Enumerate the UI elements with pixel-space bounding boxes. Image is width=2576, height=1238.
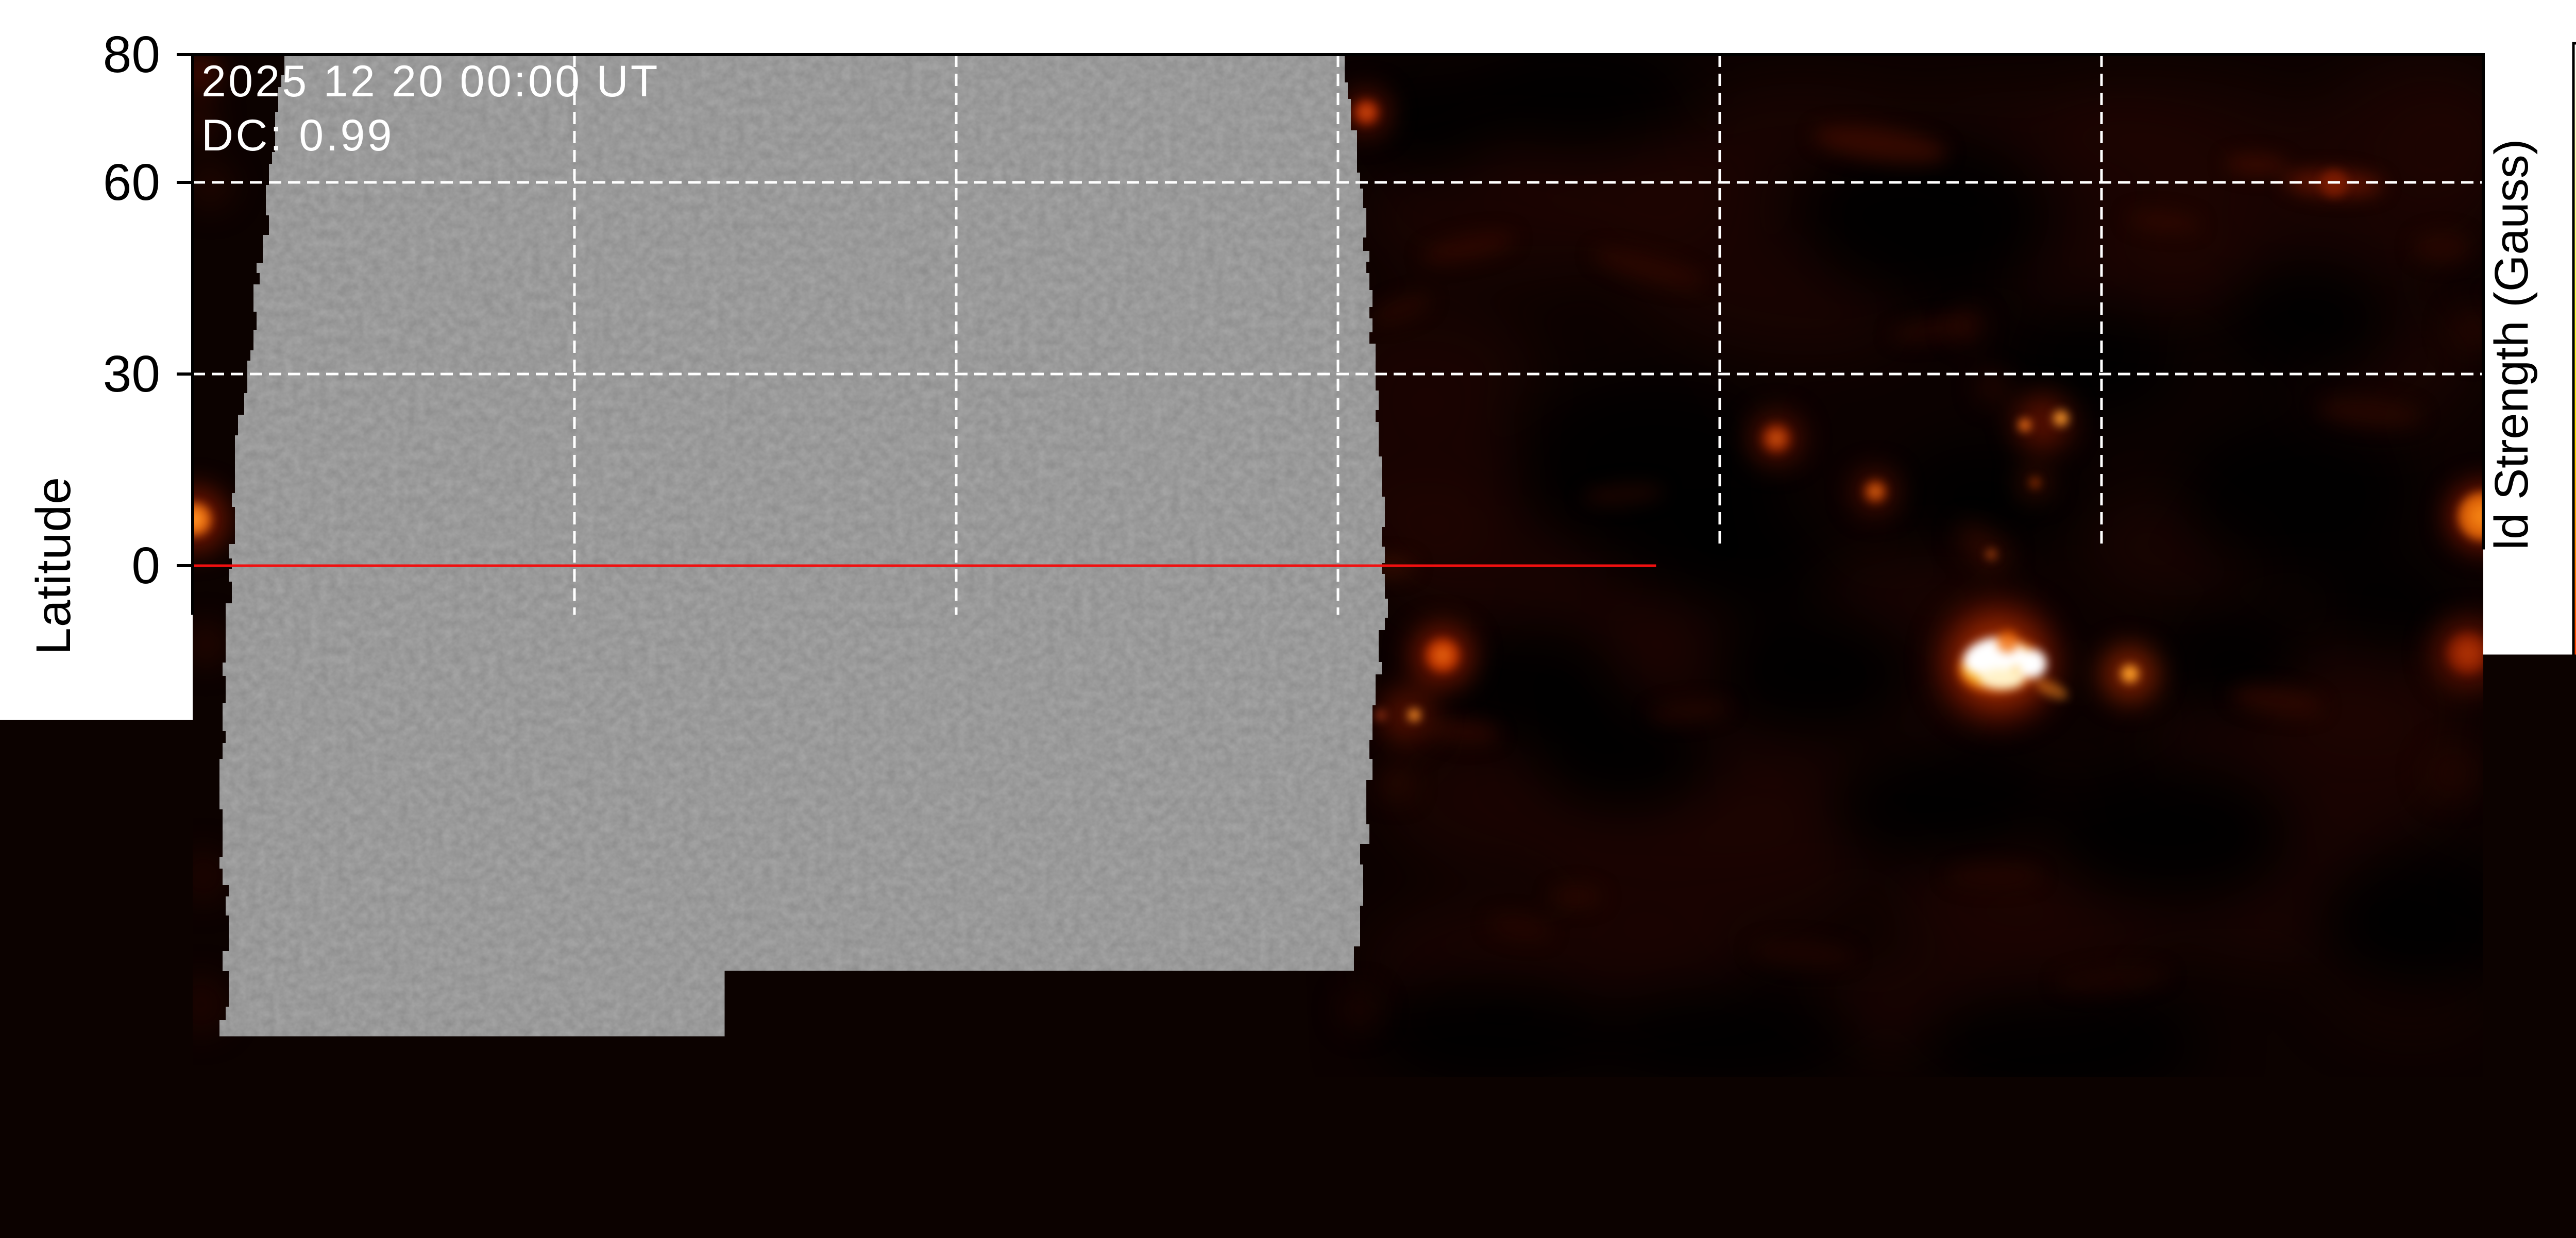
- svg-text:-80: -80: [86, 1048, 160, 1106]
- svg-text:Farside Magnetic Field Strengt: Farside Magnetic Field Strength (Gauss): [2485, 139, 2538, 993]
- svg-text:-60: -60: [86, 920, 160, 978]
- svg-text:DC: 0.99: DC: 0.99: [201, 111, 394, 160]
- svg-text:300: 300: [2059, 1095, 2145, 1152]
- svg-text:P: P: [2460, 995, 2475, 1002]
- svg-text:-30: -30: [86, 728, 160, 786]
- svg-text:0: 0: [178, 1095, 207, 1152]
- svg-text:60: 60: [546, 1095, 603, 1152]
- svg-text:O: O: [2459, 988, 2475, 995]
- svg-text:N: N: [2386, 914, 2393, 930]
- svg-text:80: 80: [103, 26, 160, 83]
- svg-text:360: 360: [2441, 1095, 2527, 1152]
- svg-text:240: 240: [1677, 1095, 1763, 1152]
- svg-text:Latitude: Latitude: [26, 477, 81, 655]
- svg-text:NISP: NISP: [2346, 981, 2453, 1049]
- svg-text:30: 30: [103, 345, 160, 403]
- svg-text:S: S: [2393, 914, 2399, 929]
- svg-text:Carrington Longitude: Carrington Longitude: [1109, 1156, 1566, 1211]
- svg-text:180: 180: [1295, 1095, 1381, 1152]
- svg-text:2025 12 20 00:00 UT: 2025 12 20 00:00 UT: [201, 57, 660, 106]
- svg-text:120: 120: [913, 1095, 999, 1152]
- svg-text:0: 0: [131, 537, 160, 595]
- svg-text:60: 60: [103, 154, 160, 211]
